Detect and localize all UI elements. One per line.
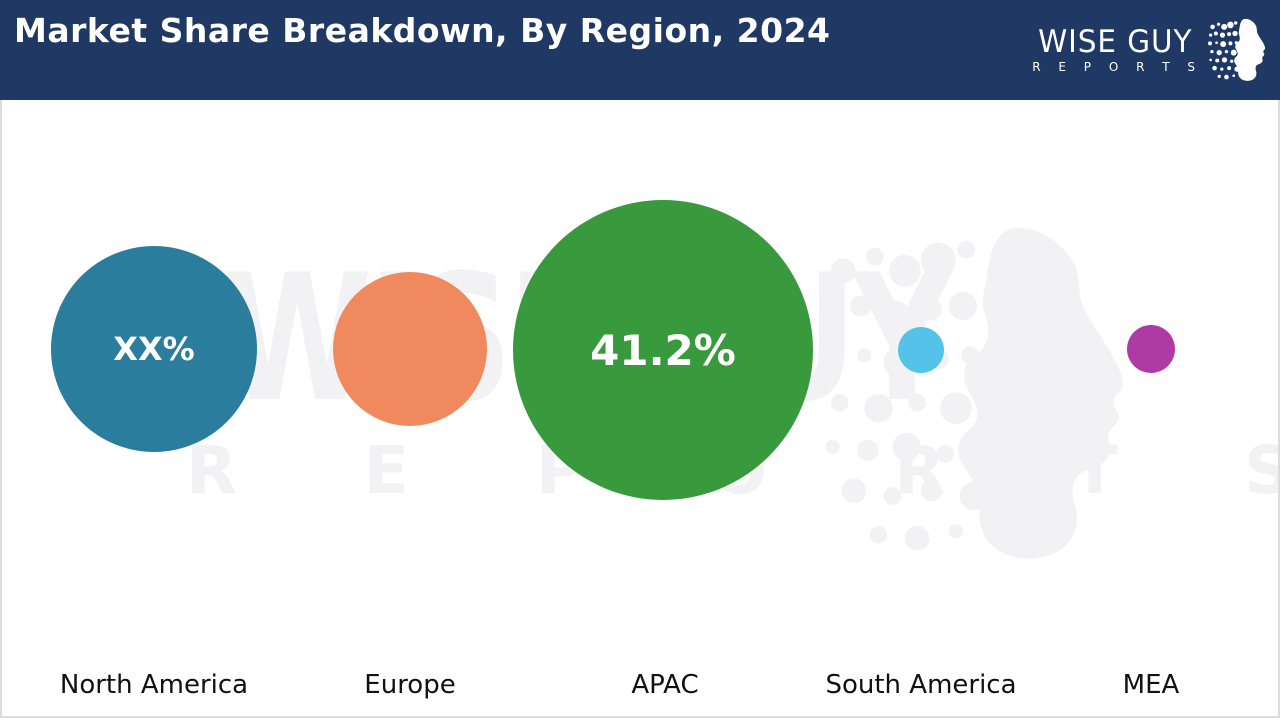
region-label-mea: MEA (1122, 670, 1180, 700)
bubble-europe (333, 272, 487, 426)
brand-logo: WISE GUY R E P O R T S (1028, 6, 1272, 94)
region-label-apac: APAC (631, 670, 699, 700)
region-label-europe: Europe (364, 670, 456, 700)
page-title: Market Share Breakdown, By Region, 2024 (14, 11, 831, 50)
bubble-apac: 41.2% (513, 200, 813, 500)
bubble-south-america (898, 327, 944, 373)
brand-name-text: WISE GUY (1037, 23, 1193, 60)
region-label-north-america: North America (59, 670, 249, 700)
header-bar: Market Share Breakdown, By Region, 2024 … (0, 0, 1280, 100)
bubble-label-north-america: XX% (113, 330, 195, 368)
brand-subtitle-text: R E P O R T S (1032, 60, 1202, 75)
bubble-mea (1127, 325, 1175, 373)
bubble-label-apac: 41.2% (590, 325, 736, 375)
brand-head-icon (1206, 9, 1272, 91)
region-label-south-america: South America (825, 670, 1017, 700)
brand-wordmark: WISE GUY R E P O R T S (1028, 26, 1202, 75)
watermark-head-icon (798, 218, 1170, 570)
bubble-north-america: XX% (51, 246, 257, 452)
